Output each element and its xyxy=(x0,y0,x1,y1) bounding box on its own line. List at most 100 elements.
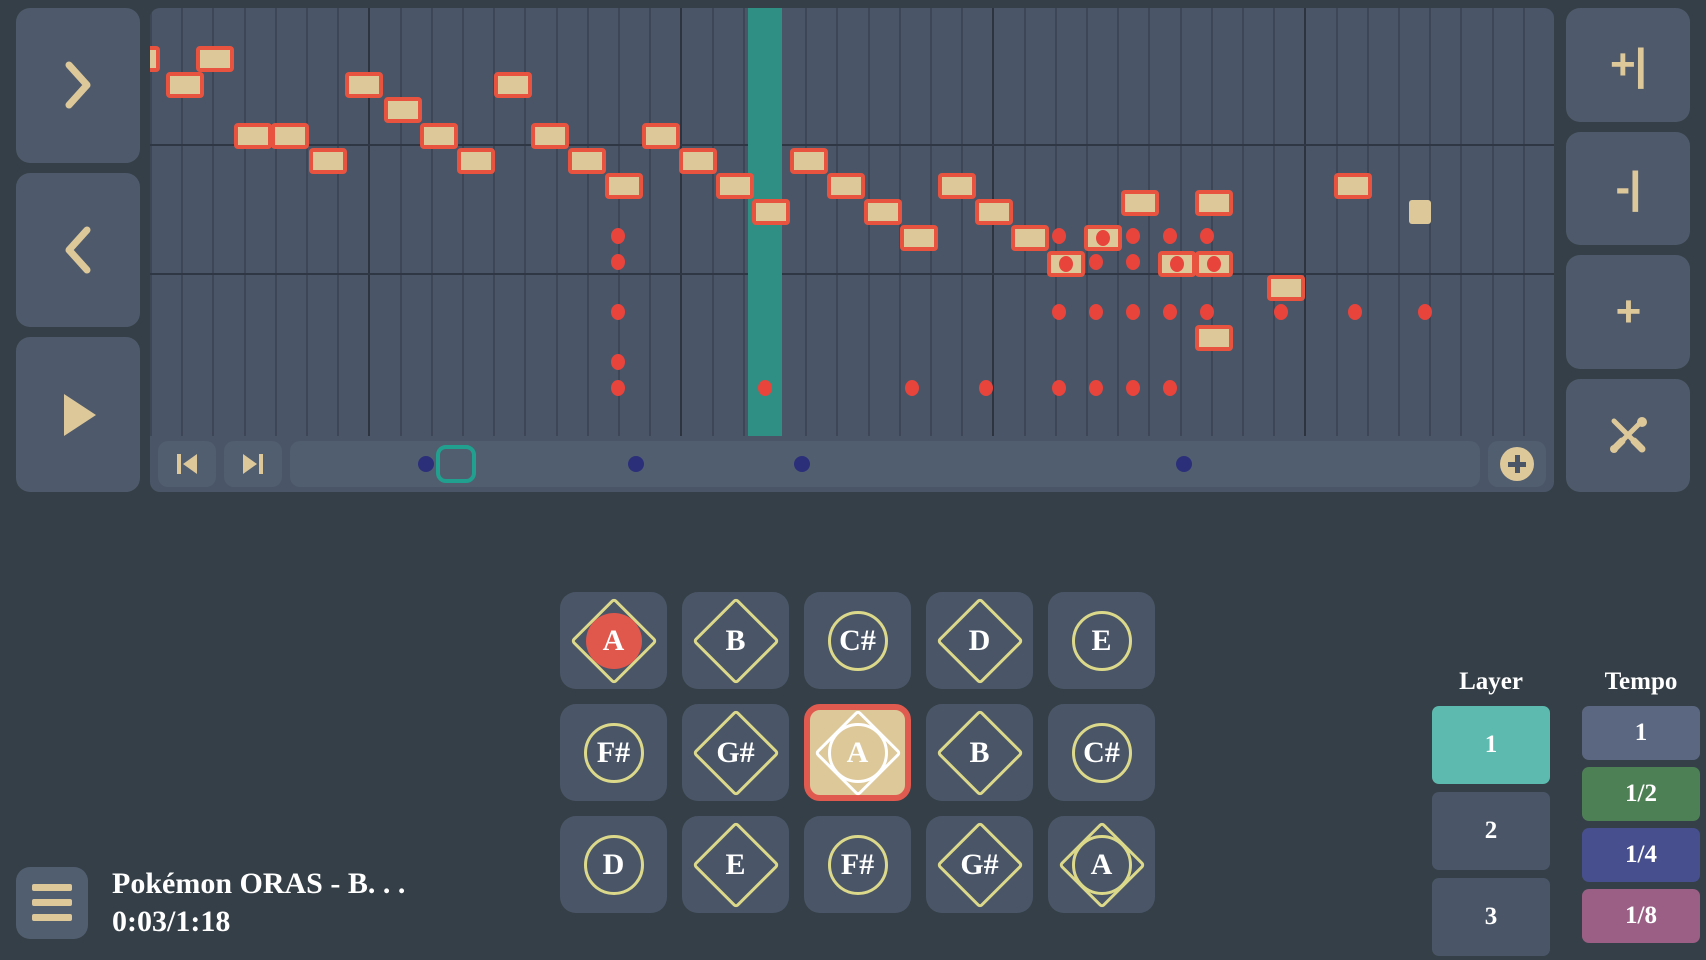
grid-dot-note[interactable] xyxy=(611,304,625,320)
grid-note[interactable] xyxy=(309,148,347,174)
grid-dot-note[interactable] xyxy=(1089,254,1103,270)
grid-note[interactable] xyxy=(1195,190,1233,216)
grid-dot-note[interactable] xyxy=(1126,304,1140,320)
timeline-marker[interactable] xyxy=(1176,456,1192,472)
note-key-fsharp-3[interactable]: F# xyxy=(804,816,911,913)
note-key-e-3[interactable]: E xyxy=(682,816,789,913)
note-key-e-1[interactable]: E xyxy=(1048,592,1155,689)
grid-note[interactable] xyxy=(864,199,902,225)
grid-dot-note[interactable] xyxy=(1348,304,1362,320)
skip-forward-button[interactable] xyxy=(224,441,282,487)
grid-dot-note[interactable] xyxy=(611,228,625,244)
grid-note[interactable] xyxy=(420,123,458,149)
grid-note[interactable] xyxy=(938,173,976,199)
grid-dot-note[interactable] xyxy=(611,380,625,396)
grid-note[interactable] xyxy=(827,173,865,199)
grid-dot-note[interactable] xyxy=(1052,380,1066,396)
grid-note[interactable] xyxy=(494,72,532,98)
timeline-selection-box[interactable] xyxy=(436,445,476,483)
grid-dot-note[interactable] xyxy=(1126,254,1140,270)
add-measure-button[interactable]: +| xyxy=(1566,8,1690,122)
grid-note[interactable] xyxy=(384,97,422,123)
grid-dot-note[interactable] xyxy=(1200,304,1214,320)
note-grid[interactable] xyxy=(150,8,1554,436)
note-key-d-1[interactable]: D xyxy=(926,592,1033,689)
timeline-marker[interactable] xyxy=(628,456,644,472)
note-key-b-2[interactable]: B xyxy=(926,704,1033,801)
menu-button[interactable] xyxy=(16,866,88,939)
grid-dot-note[interactable] xyxy=(1126,380,1140,396)
skip-back-button[interactable] xyxy=(158,441,216,487)
note-key-fsharp-2[interactable]: F# xyxy=(560,704,667,801)
grid-note[interactable] xyxy=(457,148,495,174)
grid-note[interactable] xyxy=(642,123,680,149)
note-key-csharp-2[interactable]: C# xyxy=(1048,704,1155,801)
grid-dot-note[interactable] xyxy=(1200,228,1214,244)
grid-note[interactable] xyxy=(1121,190,1159,216)
grid-dot-note[interactable] xyxy=(1274,304,1288,320)
scroll-right-button[interactable] xyxy=(16,8,140,163)
layer-option-1[interactable]: 1 xyxy=(1432,706,1550,784)
grid-note[interactable] xyxy=(531,123,569,149)
grid-note[interactable] xyxy=(1334,173,1372,199)
grid-note[interactable] xyxy=(716,173,754,199)
grid-note[interactable] xyxy=(196,46,234,72)
note-key-a-1[interactable]: A xyxy=(560,592,667,689)
grid-dot-note[interactable] xyxy=(1126,228,1140,244)
grid-dot-note[interactable] xyxy=(1052,304,1066,320)
layer-option-3[interactable]: 3 xyxy=(1432,878,1550,956)
grid-note[interactable] xyxy=(679,148,717,174)
layer-option-2[interactable]: 2 xyxy=(1432,792,1550,870)
grid-note[interactable] xyxy=(752,199,790,225)
tempo-option-1-4[interactable]: 1/4 xyxy=(1582,828,1700,882)
grid-dot-note[interactable] xyxy=(1089,380,1103,396)
grid-note[interactable] xyxy=(1409,200,1431,224)
grid-dot-note[interactable] xyxy=(1163,380,1177,396)
note-key-b-1[interactable]: B xyxy=(682,592,789,689)
grid-note[interactable] xyxy=(1158,251,1196,277)
note-key-gsharp-3[interactable]: G# xyxy=(926,816,1033,913)
tempo-option-1-2[interactable]: 1/2 xyxy=(1582,767,1700,821)
scroll-left-button[interactable] xyxy=(16,172,140,328)
grid-note[interactable] xyxy=(1195,325,1233,351)
grid-note[interactable] xyxy=(1047,251,1085,277)
grid-dot-note[interactable] xyxy=(1089,304,1103,320)
grid-dot-note[interactable] xyxy=(905,380,919,396)
tools-button[interactable] xyxy=(1566,378,1690,492)
add-section-button[interactable] xyxy=(1488,441,1546,487)
grid-note[interactable] xyxy=(1195,251,1233,277)
grid-note[interactable] xyxy=(150,46,160,72)
grid-note[interactable] xyxy=(1084,225,1122,251)
grid-note[interactable] xyxy=(975,199,1013,225)
timeline-marker[interactable] xyxy=(418,456,434,472)
grid-dot-note[interactable] xyxy=(758,380,772,396)
note-key-gsharp-2[interactable]: G# xyxy=(682,704,789,801)
grid-dot-note[interactable] xyxy=(611,354,625,370)
grid-dot-note[interactable] xyxy=(1052,228,1066,244)
grid-note[interactable] xyxy=(790,148,828,174)
grid-dot-note[interactable] xyxy=(979,380,993,396)
grid-dot-note[interactable] xyxy=(1163,304,1177,320)
grid-dot-note[interactable] xyxy=(611,254,625,270)
grid-note[interactable] xyxy=(345,72,383,98)
note-grid-panel[interactable] xyxy=(150,8,1554,492)
note-key-csharp-1[interactable]: C# xyxy=(804,592,911,689)
add-row-button[interactable]: + xyxy=(1566,255,1690,369)
timeline-marker[interactable] xyxy=(794,456,810,472)
remove-measure-button[interactable]: -| xyxy=(1566,131,1690,245)
grid-note[interactable] xyxy=(166,72,204,98)
grid-note[interactable] xyxy=(568,148,606,174)
grid-note[interactable] xyxy=(900,225,938,251)
note-key-d-3[interactable]: D xyxy=(560,816,667,913)
timeline-scrubber[interactable] xyxy=(290,441,1480,487)
grid-note[interactable] xyxy=(1267,275,1305,301)
grid-dot-note[interactable] xyxy=(1418,304,1432,320)
grid-note[interactable] xyxy=(271,123,309,149)
note-key-a-2[interactable]: A xyxy=(804,704,911,801)
note-key-a-3[interactable]: A xyxy=(1048,816,1155,913)
grid-note[interactable] xyxy=(605,173,643,199)
grid-note[interactable] xyxy=(1011,225,1049,251)
grid-note[interactable] xyxy=(234,123,272,149)
tempo-option-1-8[interactable]: 1/8 xyxy=(1582,889,1700,943)
tempo-option-1[interactable]: 1 xyxy=(1582,706,1700,760)
